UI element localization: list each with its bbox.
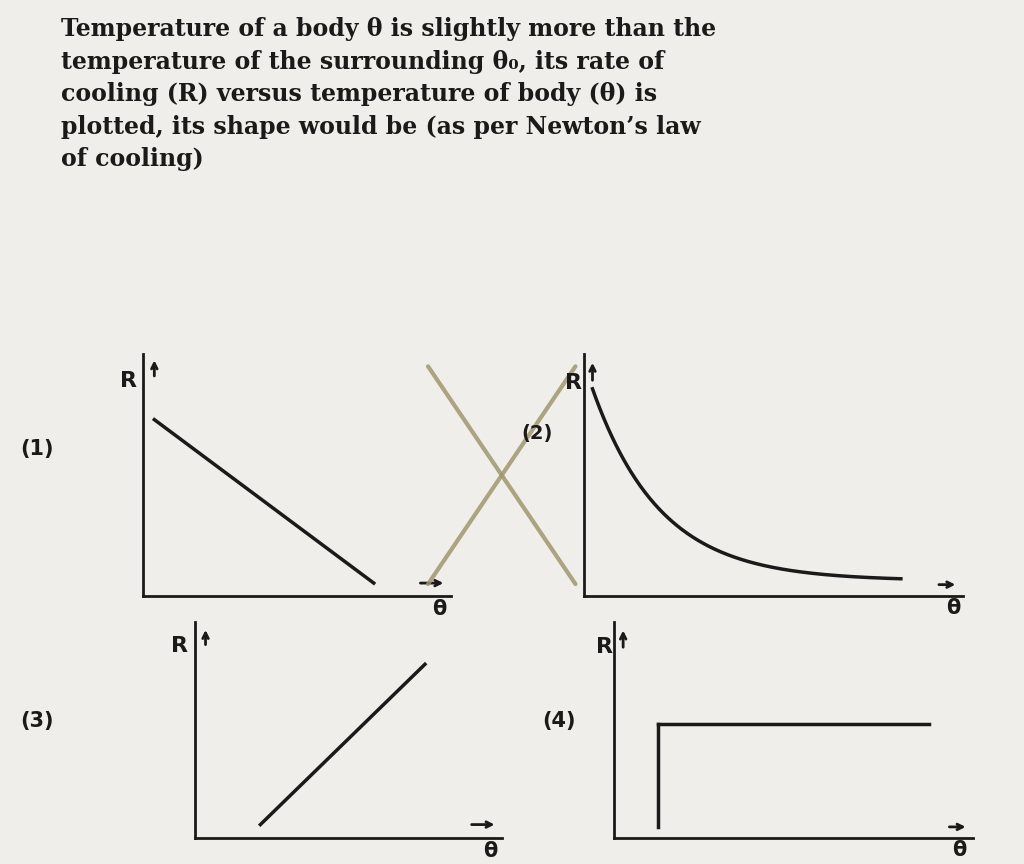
- Text: θ: θ: [952, 840, 967, 860]
- Text: R: R: [120, 371, 137, 391]
- Text: (1): (1): [20, 439, 54, 460]
- Text: Temperature of a body θ is slightly more than the
temperature of the surrounding: Temperature of a body θ is slightly more…: [61, 17, 717, 171]
- Text: R: R: [171, 636, 188, 656]
- Text: θ: θ: [483, 842, 498, 861]
- Text: θ: θ: [946, 598, 961, 618]
- Text: (4): (4): [543, 711, 577, 732]
- Text: (2): (2): [521, 424, 553, 443]
- Text: R: R: [565, 373, 582, 393]
- Text: θ: θ: [432, 600, 446, 619]
- Text: (3): (3): [20, 711, 54, 732]
- Text: R: R: [596, 637, 612, 657]
